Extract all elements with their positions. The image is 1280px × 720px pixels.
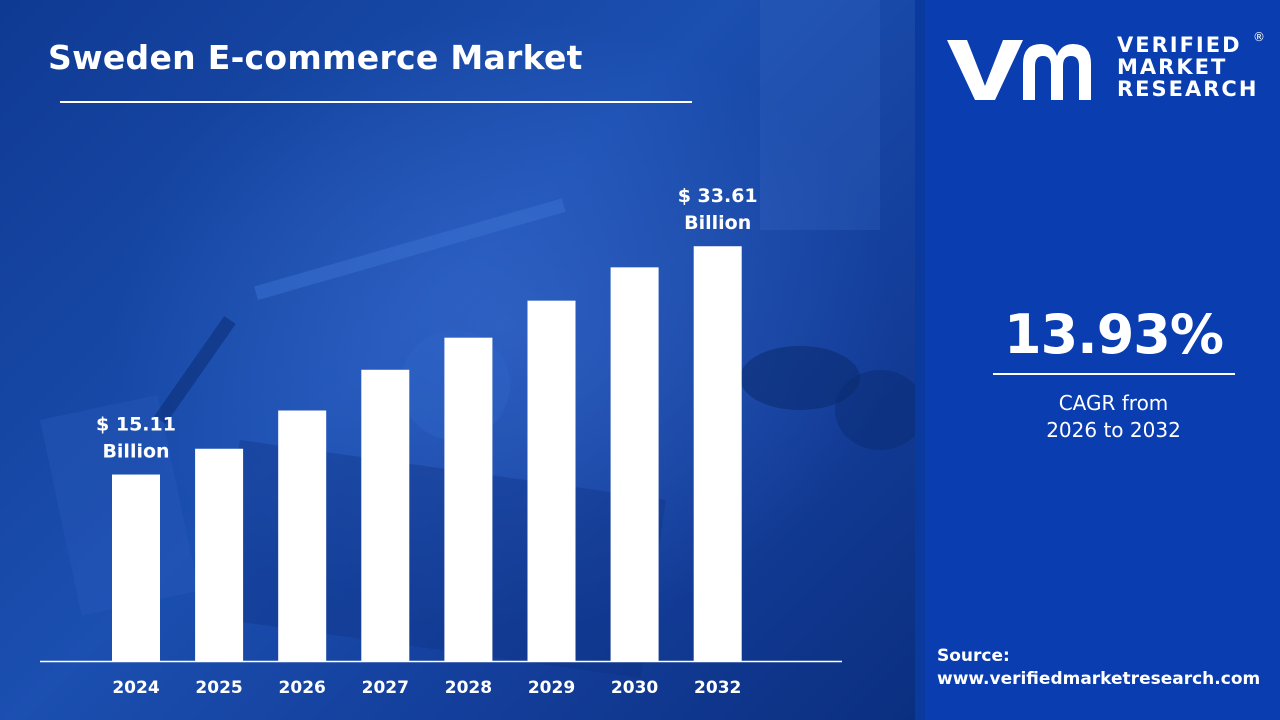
logo-line-verified: VERIFIED <box>1117 33 1242 57</box>
cagr-label-line2: 2026 to 2032 <box>1046 418 1181 442</box>
x-tick-label-2027: 2027 <box>362 678 409 698</box>
title-divider <box>60 101 692 103</box>
bar-2025 <box>195 448 244 661</box>
chart-panel: Sweden E-commerce Market 2024 2025 2026 202… <box>0 0 915 720</box>
bar-2028 <box>444 337 493 661</box>
cagr-label-line1: CAGR from <box>1058 391 1169 415</box>
cagr-label: CAGR from 2026 to 2032 <box>925 390 1280 444</box>
bar-2030 <box>610 267 659 661</box>
vmr-logo-icon <box>947 40 1091 100</box>
info-panel: VERIFIED MARKET RESEARCH ® 13.93% CAGR f… <box>925 0 1280 720</box>
x-tick-label-2024: 2024 <box>112 678 159 698</box>
x-tick-label-2025: 2025 <box>195 678 242 698</box>
logo-line-market: MARKET <box>1117 55 1228 79</box>
bar-2026 <box>278 410 327 661</box>
logo-line-research: RESEARCH <box>1117 77 1259 101</box>
data-label-2024-line2: Billion <box>102 441 169 463</box>
cagr-divider <box>993 373 1235 375</box>
x-tick-label-2026: 2026 <box>279 678 326 698</box>
bar-2029 <box>527 300 576 661</box>
source-url[interactable]: www.verifiedmarketresearch.com <box>937 669 1261 689</box>
source-label: Source: <box>937 646 1010 666</box>
x-tick-label-2028: 2028 <box>445 678 492 698</box>
bar-chart: 2024 2025 2026 2027 2028 2029 2030 2032 $ 15.11… <box>40 185 842 698</box>
cagr-value: 13.93% <box>1004 303 1224 366</box>
bar-2027 <box>361 369 410 661</box>
bar-2032 <box>693 246 742 662</box>
source-credit: Source: www.verifiedmarketresearch.com <box>937 645 1277 691</box>
x-tick-label-2030: 2030 <box>611 678 658 698</box>
x-tick-label-2029: 2029 <box>528 678 575 698</box>
vmr-logo-text: VERIFIED MARKET RESEARCH <box>1117 34 1267 100</box>
chart-title: Sweden E-commerce Market <box>48 38 583 77</box>
data-label-2032-line1: $ 33.61 <box>678 185 758 207</box>
x-tick-label-2032: 2032 <box>694 678 741 698</box>
registered-mark: ® <box>1253 30 1265 44</box>
bar-2024 <box>112 474 160 661</box>
data-label-2032-line2: Billion <box>684 212 751 234</box>
data-label-2024-line1: $ 15.11 <box>96 414 176 436</box>
